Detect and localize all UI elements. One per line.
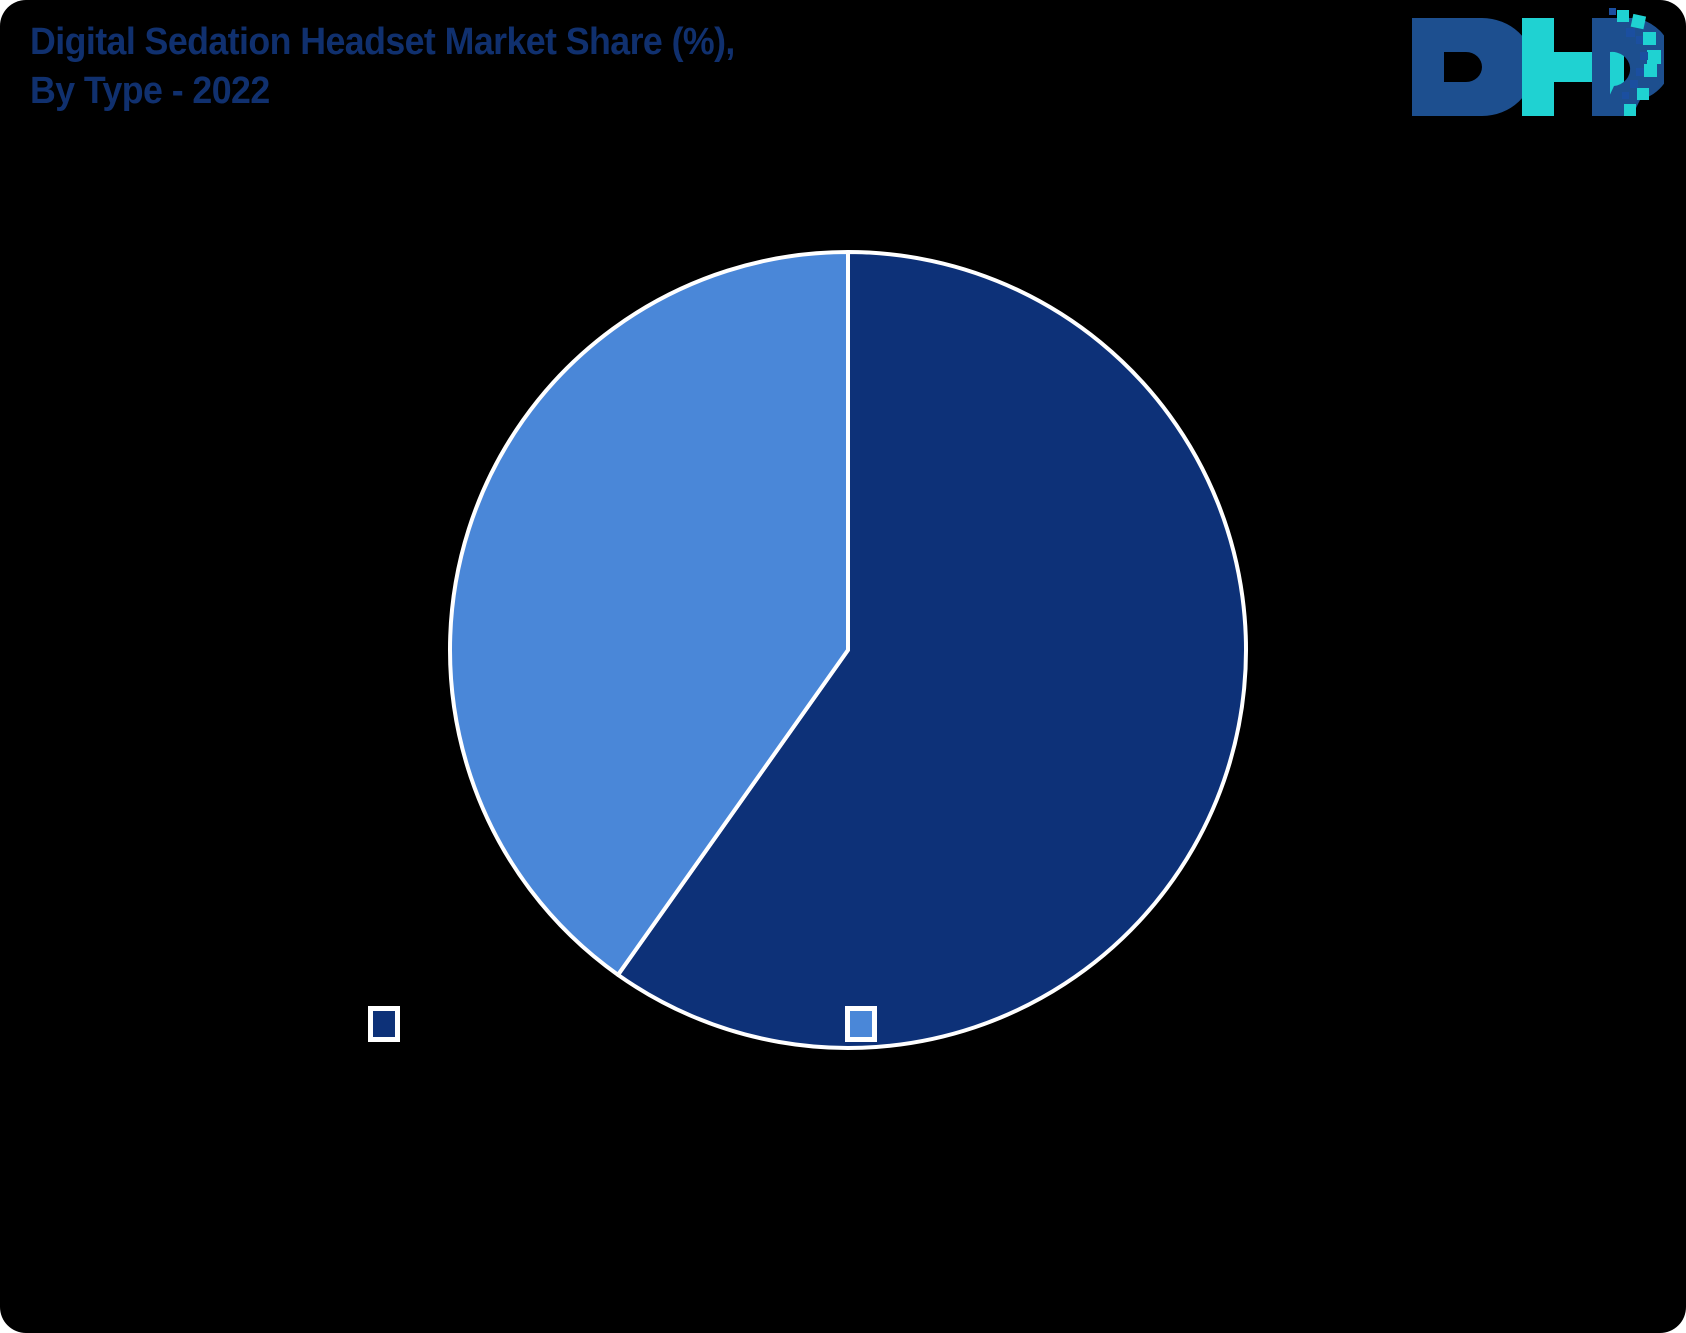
- legend-swatch-series-2: [845, 1006, 877, 1042]
- pie-slice-group: [448, 250, 1248, 1050]
- legend-item-1[interactable]: [368, 1006, 412, 1042]
- legend-item-2[interactable]: [845, 1006, 889, 1042]
- dhr-logo: [1412, 8, 1664, 116]
- chart-title-line-2: By Type - 2022: [30, 69, 270, 112]
- legend-swatch-series-1: [368, 1006, 400, 1042]
- pie-slice-1[interactable]: [616, 250, 1248, 1050]
- logo-letter-d-icon: [1412, 18, 1534, 116]
- chart-legend: [0, 1006, 1686, 1050]
- logo-pixel-burst-icon: [1609, 8, 1661, 116]
- pie-slice-2[interactable]: [448, 250, 850, 977]
- chart-title: Digital Sedation Headset Market Share (%…: [30, 18, 1111, 115]
- chart-title-line-1: Digital Sedation Headset Market Share (%…: [30, 21, 735, 63]
